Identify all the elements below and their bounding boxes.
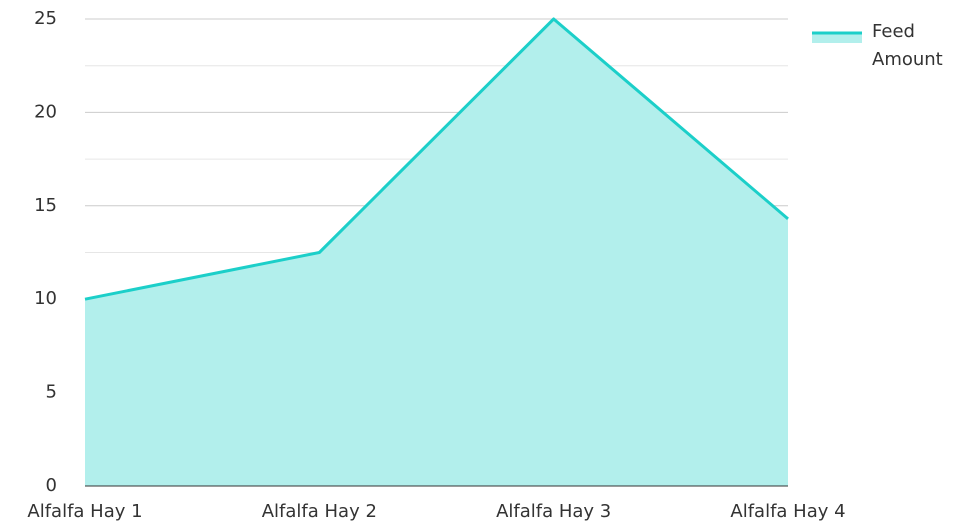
- y-tick-label: 25: [34, 8, 57, 29]
- x-tick-label: Alfalfa Hay 2: [262, 501, 377, 522]
- legend-swatch-fill: [812, 33, 862, 43]
- area-line: [84, 17, 789, 301]
- x-tick-label: Alfalfa Hay 3: [496, 501, 611, 522]
- area-fill: [85, 19, 788, 486]
- y-tick-label: 0: [46, 475, 57, 496]
- legend-label: Feed Amount: [872, 21, 943, 70]
- y-tick-label: 15: [34, 195, 57, 216]
- x-tick-label: Alfalfa Hay 1: [27, 501, 142, 522]
- y-tick-label: 5: [46, 382, 57, 403]
- x-tick-label: Alfalfa Hay 4: [730, 501, 845, 522]
- y-tick-label: 10: [34, 288, 57, 309]
- y-tick-label: 20: [34, 101, 57, 122]
